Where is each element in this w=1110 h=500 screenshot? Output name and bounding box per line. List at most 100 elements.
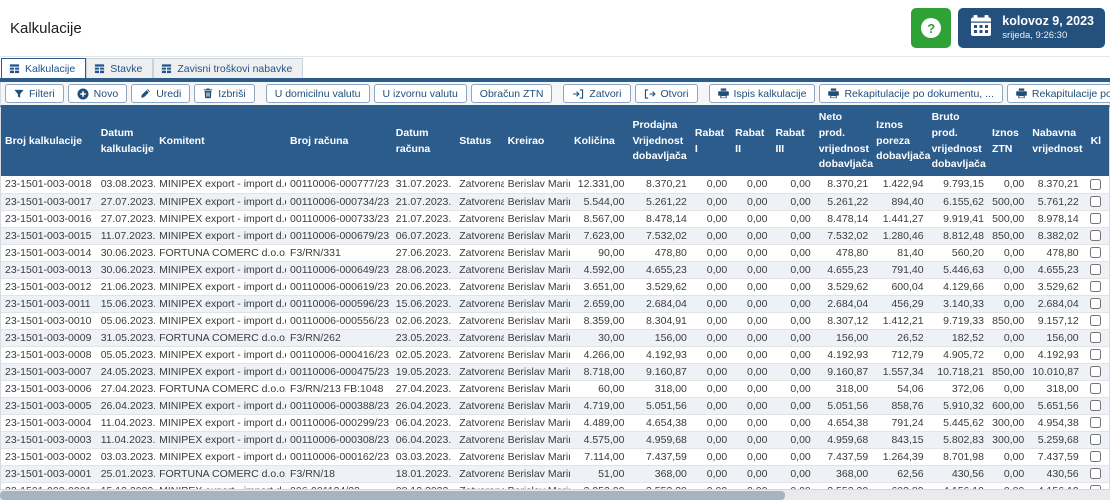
row-checkbox[interactable]: [1090, 230, 1102, 242]
cell-neto-prod-vrijednost-dobavljaca: 9.160,87: [814, 363, 873, 381]
table-row[interactable]: 23-1501-003-0016 27.07.2023. MINIPEX expor…: [1, 210, 1109, 228]
cell-broj-racuna: 00110006-000596/23: [286, 295, 392, 313]
row-checkbox[interactable]: [1090, 196, 1102, 208]
help-button[interactable]: ?: [911, 8, 952, 48]
column-header-rabat-iii[interactable]: Rabat III: [771, 107, 815, 176]
row-checkbox[interactable]: [1090, 298, 1102, 310]
cell-rabat-ii: 0,00: [731, 278, 772, 296]
cell-kolicina: 7.623,00: [570, 227, 629, 245]
table-row[interactable]: 23-1501-003-0008 05.05.2023. MINIPEX expor…: [1, 346, 1109, 364]
tab-kalkulacije[interactable]: Kalkulacije: [1, 58, 87, 78]
row-checkbox[interactable]: [1090, 485, 1102, 489]
row-checkbox[interactable]: [1090, 281, 1102, 293]
column-header-iznos-poreza-dobavljaca[interactable]: Iznos poreza dobavljača: [872, 107, 930, 176]
izbrisi-button[interactable]: Izbriši: [194, 84, 255, 103]
row-checkbox[interactable]: [1090, 468, 1102, 480]
cell-kolicina: 8.718,00: [570, 363, 629, 381]
tab-zavisni-troskovi-nabavke[interactable]: Zavisni troškovi nabavke: [153, 58, 304, 78]
table-row[interactable]: 23-1501-003-0012 21.06.2023. MINIPEX expor…: [1, 278, 1109, 296]
row-checkbox[interactable]: [1090, 417, 1102, 429]
u-domicilnu-valutu-button[interactable]: U domicilnu valutu: [265, 84, 370, 103]
column-header-kreirao[interactable]: Kreirao: [503, 107, 571, 176]
column-header-rabat-i[interactable]: Rabat I: [690, 107, 732, 176]
rekapitulacije-po-dokumentu-button[interactable]: Rekapitulacije po dokumentu, ...: [819, 84, 1003, 103]
cell-datum-kalkulacije: 03.03.2023.: [96, 448, 156, 466]
row-checkbox[interactable]: [1090, 383, 1102, 395]
cell-rabat-iii: 0,00: [771, 482, 815, 489]
table-row[interactable]: 23-1501-003-0013 30.06.2023. MINIPEX expor…: [1, 261, 1109, 279]
u-izvornu-valutu-button[interactable]: U izvornu valutu: [373, 84, 467, 103]
row-checkbox[interactable]: [1090, 178, 1102, 190]
cell-rabat-ii: 0,00: [731, 261, 772, 279]
cell-iznos-ztn: 850,00: [987, 363, 1029, 381]
column-header-datum-racuna[interactable]: Datum računa: [391, 107, 456, 176]
otvori-button[interactable]: Otvori: [634, 84, 698, 103]
rekapitulacije-po-artiklu-button[interactable]: Rekapitulacije po artiklu: [1006, 84, 1110, 103]
cell-broj-racuna: 00110006-000416/23 f: [286, 346, 392, 364]
cell-bruto-prod-vrijednost-dobavljaca: 6.155,62: [927, 193, 988, 211]
column-header-neto-prod-vrijednost-dobavljaca[interactable]: Neto prod. vrijednost dobavljača: [814, 107, 873, 176]
row-checkbox[interactable]: [1090, 349, 1102, 361]
column-header-broj-racuna[interactable]: Broj računa: [286, 107, 392, 176]
cell-neto-prod-vrijednost-dobavljaca: 8.478,14: [814, 210, 873, 228]
table-row[interactable]: 23-1501-003-0018 03.08.2023. MINIPEX expor…: [1, 176, 1109, 194]
ispis-kalkulacije-button[interactable]: Ispis kalkulacije: [708, 84, 816, 103]
cell-komitent: MINIPEX export - import d.o.o.: [155, 227, 287, 245]
column-header-kolicina[interactable]: Količina: [570, 107, 629, 176]
horizontal-scrollbar[interactable]: [0, 489, 1110, 500]
column-header-iznos-ztn[interactable]: Iznos ZTN: [987, 107, 1029, 176]
tab-stavke[interactable]: Stavke: [86, 58, 154, 78]
table-row[interactable]: 23-1501-003-0011 15.06.2023. MINIPEX expor…: [1, 295, 1109, 313]
zatvori-button[interactable]: Zatvori: [563, 84, 631, 103]
table-row[interactable]: 23-1501-003-0014 30.06.2023. FORTUNA COMER…: [1, 244, 1109, 262]
cell-iznos-poreza-dobavljaca: 1.412,21: [872, 312, 928, 330]
table-row[interactable]: 23-1501-003-0007 24.05.2023. MINIPEX expor…: [1, 363, 1109, 381]
row-checkbox[interactable]: [1090, 366, 1102, 378]
filteri-button[interactable]: Filteri: [5, 84, 64, 103]
cell-datum-racuna: 03.03.2023.: [391, 448, 456, 466]
column-header-bruto-prod-vrijednost-dobavljaca[interactable]: Bruto prod. vrijednost dobavljača: [927, 107, 988, 176]
cell-rabat-iii: 0,00: [771, 278, 815, 296]
row-checkbox[interactable]: [1090, 247, 1102, 259]
column-header-kl[interactable]: Kl: [1082, 107, 1109, 176]
table-row[interactable]: 23-1501-003-0017 27.07.2023. MINIPEX expor…: [1, 193, 1109, 211]
cell-broj-racuna: 00110006-000649/23: [286, 261, 392, 279]
table-row[interactable]: 22-1501-003-000115.12.2022.MINIPEX expor…: [1, 482, 1109, 489]
row-checkbox[interactable]: [1090, 451, 1102, 463]
row-checkbox[interactable]: [1090, 434, 1102, 446]
scrollbar-thumb[interactable]: [0, 491, 785, 500]
table-row[interactable]: 23-1501-003-0001 25.01.2023. FORTUNA COMER…: [1, 465, 1109, 483]
column-header-status[interactable]: Status: [455, 107, 504, 176]
column-header-rabat-ii[interactable]: Rabat II: [731, 107, 772, 176]
table-row[interactable]: 23-1501-003-0004 11.04.2023. MINIPEX expor…: [1, 414, 1109, 432]
column-header-prodajna-vrijednost-dobavljaca[interactable]: Prodajna Vrijednost dobavljača: [628, 107, 691, 176]
cell-prodajna-vrijednost-dobavljaca: 7.532,02: [628, 227, 691, 245]
novo-button[interactable]: Novo: [67, 84, 128, 103]
table-row[interactable]: 23-1501-003-0009 31.05.2023. FORTUNA COMER…: [1, 329, 1109, 347]
cell-rabat-iii: 0,00: [771, 176, 815, 194]
column-header-broj-kalkulacije[interactable]: Broj kalkulacije: [1, 107, 97, 176]
table-row[interactable]: 23-1501-003-0010 05.06.2023. MINIPEX expor…: [1, 312, 1109, 330]
column-header-datum-kalkulacije[interactable]: Datum kalkulacije: [96, 107, 156, 176]
date-widget[interactable]: kolovoz 9, 2023 srijeda, 9:26:30: [958, 8, 1105, 48]
row-checkbox[interactable]: [1090, 213, 1102, 225]
table-row[interactable]: 23-1501-003-0005 26.04.2023. MINIPEX expor…: [1, 397, 1109, 415]
cell-iznos-poreza-dobavljaca: 1.280,46: [872, 227, 928, 245]
obracun-ztn-button[interactable]: Obračun ZTN: [470, 84, 553, 103]
column-header-komitent[interactable]: Komitent: [155, 107, 287, 176]
row-checkbox[interactable]: [1090, 332, 1102, 344]
uredi-button[interactable]: Uredi: [131, 84, 191, 103]
cell-kl: [1082, 431, 1109, 449]
tab-label: Stavke: [110, 62, 143, 75]
table-row[interactable]: 23-1501-003-0002 03.03.2023. MINIPEX expor…: [1, 448, 1109, 466]
table-row[interactable]: 23-1501-003-0003 11.04.2023. MINIPEX expor…: [1, 431, 1109, 449]
table-row[interactable]: 23-1501-003-0006 27.04.2023. FORTUNA COMER…: [1, 380, 1109, 398]
cell-kolicina: 8.567,00: [570, 210, 629, 228]
cell-nabavna-vrijednost: 4.954,38: [1028, 414, 1083, 432]
row-checkbox[interactable]: [1090, 315, 1102, 327]
row-checkbox[interactable]: [1090, 264, 1102, 276]
column-header-nabavna-vrijednost[interactable]: Nabavna vrijednost: [1028, 107, 1083, 176]
table-row[interactable]: 23-1501-003-0015 11.07.2023. MINIPEX expor…: [1, 227, 1109, 245]
cell-broj-racuna: F3/RN/331: [286, 244, 392, 262]
row-checkbox[interactable]: [1090, 400, 1102, 412]
